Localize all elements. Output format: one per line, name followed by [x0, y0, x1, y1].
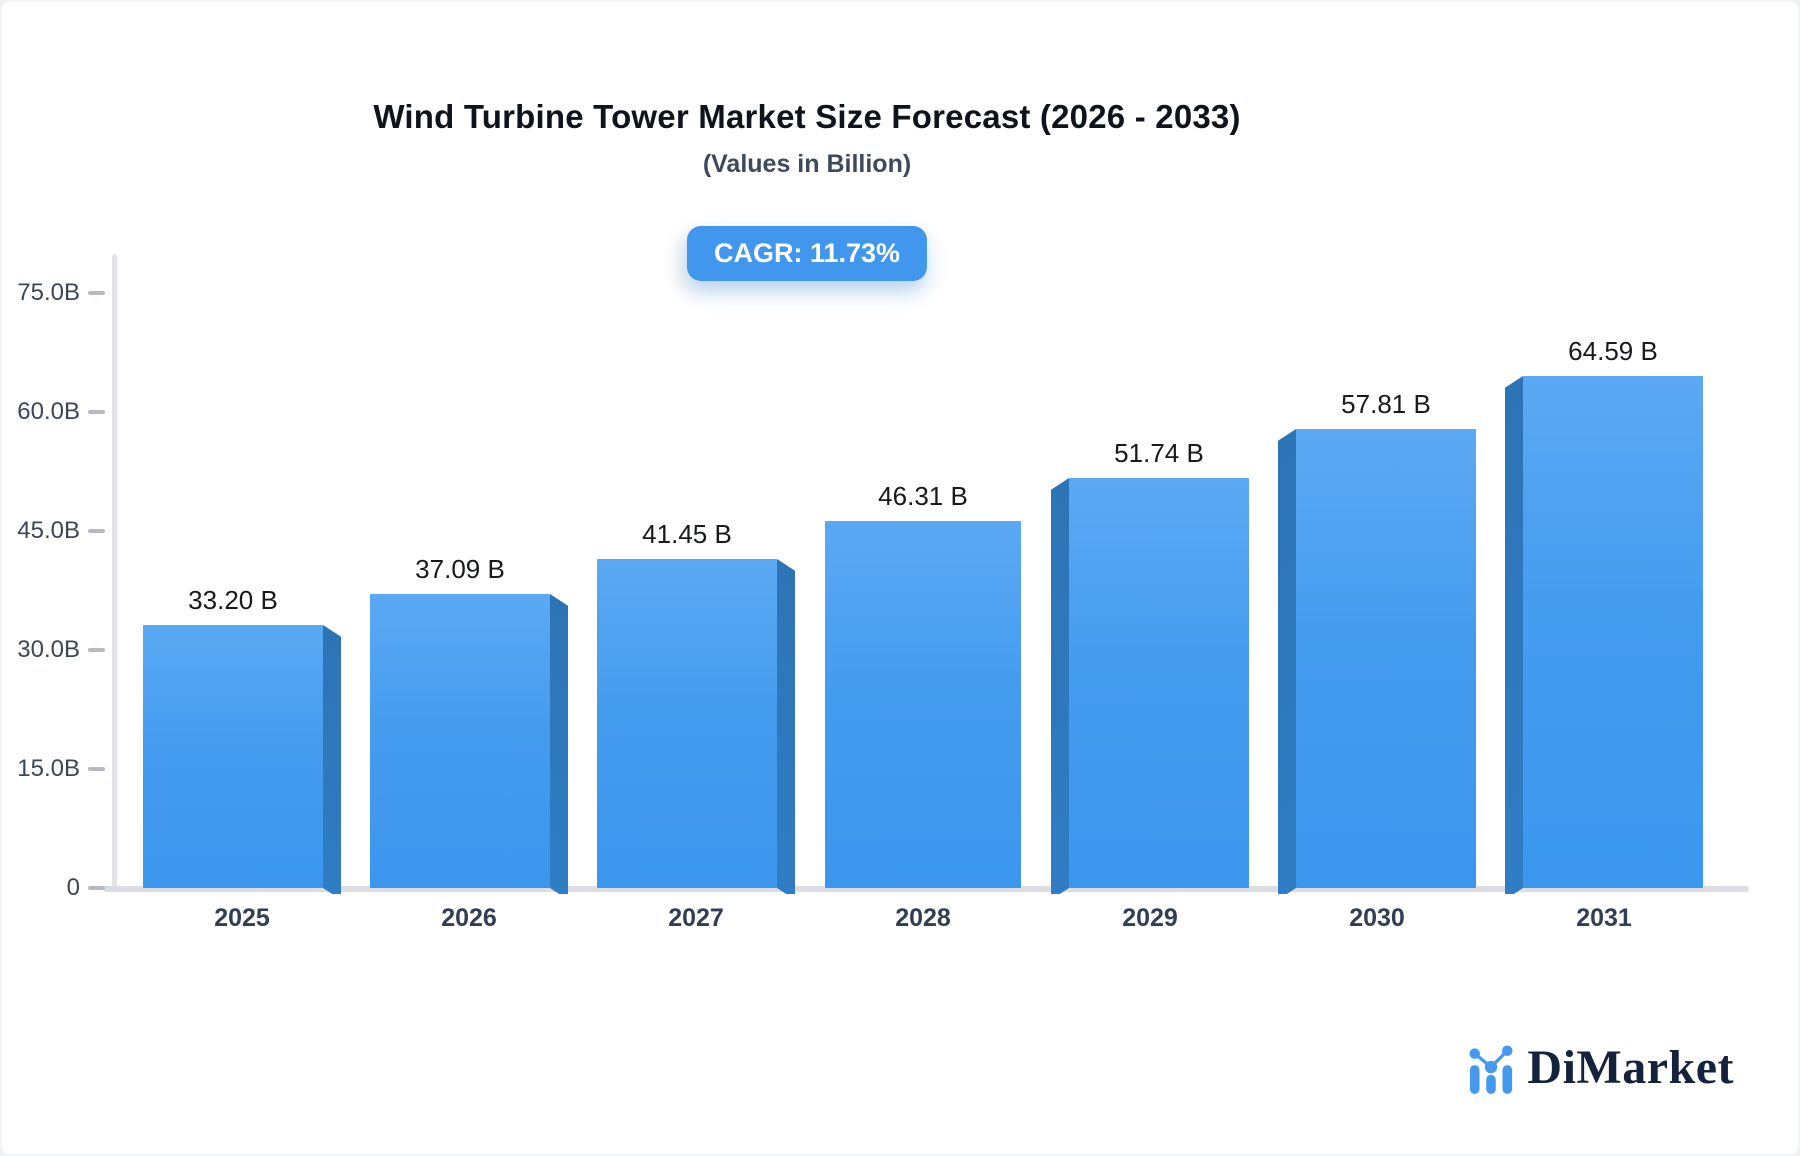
y-tick-label: 75.0B: [17, 279, 80, 306]
bar-value-label: 41.45 B: [642, 519, 732, 549]
y-tick-label: 60.0B: [17, 398, 80, 425]
bar-front-face: [370, 594, 550, 888]
x-tick-label: 2030: [1349, 904, 1405, 932]
bar-side-face: [1278, 429, 1296, 894]
bar-value-label: 33.20 B: [188, 585, 278, 615]
bar-front-face: [1069, 478, 1249, 888]
bar-2025: 33.20 B: [143, 585, 341, 894]
bar-front-face: [1296, 429, 1476, 888]
bar-2028: 46.31 B: [824, 481, 1022, 888]
bar-value-label: 64.59 B: [1568, 336, 1658, 366]
brand-name: DiMarket: [1527, 1041, 1734, 1094]
x-tick-label: 2029: [1122, 904, 1178, 932]
bar-front-face: [143, 625, 323, 888]
chart-subtitle: (Values in Billion): [702, 150, 912, 178]
y-tick-mark: [88, 648, 105, 652]
bar-side-face: [323, 625, 341, 894]
bar-value-label: 57.81 B: [1341, 389, 1431, 419]
chart-title: Wind Turbine Tower Market Size Forecast …: [373, 98, 1241, 135]
y-tick-mark: [88, 410, 105, 414]
bar-2026: 37.09 B: [370, 554, 568, 894]
bar-value-label: 37.09 B: [415, 554, 505, 584]
bar-front-face: [1523, 376, 1703, 888]
bar-value-label: 46.31 B: [878, 481, 968, 511]
y-tick-mark: [88, 886, 105, 890]
y-tick-mark: [88, 291, 105, 295]
y-tick-label: 0: [66, 874, 80, 901]
x-axis-line: [103, 886, 1749, 892]
bar-side-face: [550, 594, 568, 894]
bar-2029: 51.74 B: [1051, 438, 1249, 894]
bar-2027: 41.45 B: [597, 519, 795, 894]
bar-side-face: [777, 559, 795, 894]
bar-2030: 57.81 B: [1278, 389, 1476, 894]
cagr-badge: CAGR: 11.73%: [686, 226, 928, 281]
y-tick-mark: [88, 529, 105, 533]
y-tick-label: 30.0B: [17, 636, 80, 663]
bar-side-face: [1505, 376, 1523, 894]
x-tick-label: 2026: [441, 904, 497, 932]
y-axis-line: [112, 254, 117, 892]
y-tick-label: 45.0B: [17, 517, 80, 544]
bar-side-face: [1051, 478, 1069, 894]
dimarket-logo-icon: [1469, 1045, 1513, 1094]
x-tick-label: 2031: [1576, 904, 1632, 932]
bar-2031: 64.59 B: [1505, 336, 1703, 894]
y-tick-label: 15.0B: [17, 755, 80, 782]
bar-front-face: [597, 559, 777, 888]
x-tick-label: 2028: [895, 904, 951, 932]
bar-front-face: [825, 521, 1021, 888]
brand-logo: DiMarket: [1468, 1040, 1734, 1096]
bar-value-label: 51.74 B: [1114, 438, 1204, 468]
y-tick-mark: [88, 767, 105, 771]
x-tick-label: 2025: [214, 904, 270, 932]
x-tick-label: 2027: [668, 904, 724, 932]
bars-layer: 33.20 B 37.09 B 41.45 B 46.31 B 51.74 B 57.81…: [2, 2, 1798, 894]
